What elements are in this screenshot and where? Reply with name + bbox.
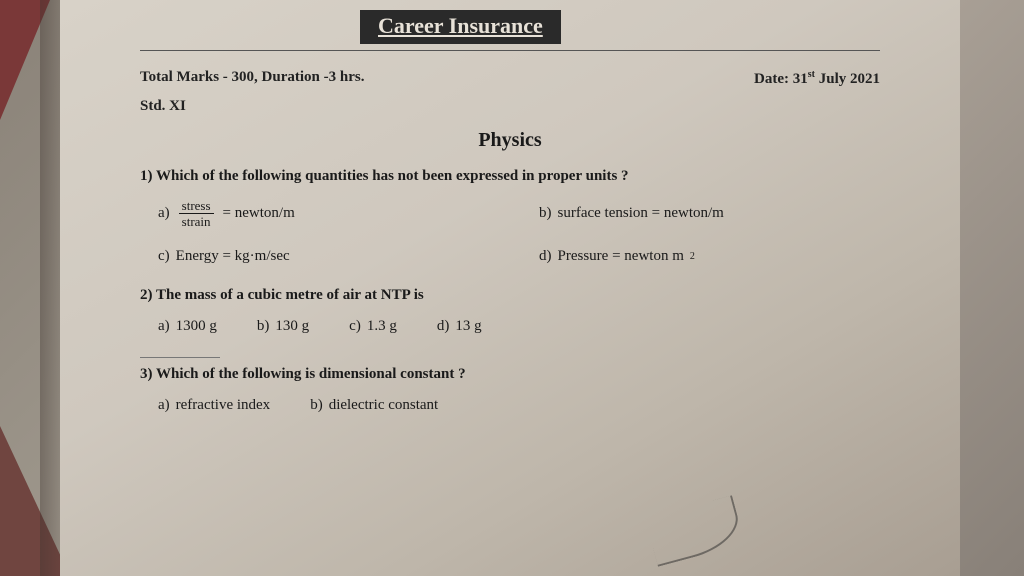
option: a) refractive index xyxy=(158,397,270,414)
option-text: 13 g xyxy=(455,318,481,335)
option-text: dielectric constant xyxy=(329,397,439,414)
exam-date: Date: 31st July 2021 xyxy=(754,69,880,88)
option-label: a) xyxy=(158,205,170,222)
option-text: 1300 g xyxy=(176,318,217,335)
option: d) Pressure = newton m 2 xyxy=(539,248,880,265)
option: b) dielectric constant xyxy=(310,397,438,414)
option: c) 1.3 g xyxy=(349,318,397,335)
option-label: b) xyxy=(257,318,270,335)
options-wrap: a) stressstrain = newton/m b) surface tensio… xyxy=(140,199,880,265)
option-label: d) xyxy=(539,248,552,265)
option: c) Energy = kg·m/sec xyxy=(158,248,499,265)
option: a) stressstrain = newton/m xyxy=(158,199,499,228)
standard: Std. XI xyxy=(140,98,880,115)
question-text: 1) Which of the following quantities has… xyxy=(140,168,880,185)
exam-paper: Career Insurance Total Marks - 300, Dura… xyxy=(60,0,960,576)
option-text: Pressure = newton m xyxy=(558,248,684,265)
option-text: surface tension = newton/m xyxy=(558,205,724,222)
fraction: stressstrain xyxy=(179,199,214,228)
questions-container: 1) Which of the following quantities has… xyxy=(140,168,880,414)
option: a) 1300 g xyxy=(158,318,217,335)
option-text: 130 g xyxy=(275,318,309,335)
option-label: c) xyxy=(349,318,361,335)
question-text: 3) Which of the following is dimensional… xyxy=(140,366,880,383)
header-divider xyxy=(140,50,880,51)
option-label: a) xyxy=(158,318,170,335)
question: 2) The mass of a cubic metre of air at N… xyxy=(140,287,880,335)
meta-row: Total Marks - 300, Duration -3 hrs. Date… xyxy=(140,69,880,88)
subject-title: Physics xyxy=(140,129,880,152)
question: 3) Which of the following is dimensional… xyxy=(140,357,880,414)
section-divider xyxy=(140,357,220,358)
options-wrap: a) refractive index b) dielectric constant xyxy=(140,397,880,414)
option-text: = newton/m xyxy=(223,205,295,222)
option-text: refractive index xyxy=(176,397,271,414)
option-label: d) xyxy=(437,318,450,335)
marks-duration: Total Marks - 300, Duration -3 hrs. xyxy=(140,69,364,88)
question: 1) Which of the following quantities has… xyxy=(140,168,880,265)
option-label: c) xyxy=(158,248,170,265)
option-label: b) xyxy=(310,397,323,414)
pencil-mark xyxy=(645,495,745,567)
option: d) 13 g xyxy=(437,318,482,335)
institute-banner: Career Insurance xyxy=(360,10,561,44)
option-label: a) xyxy=(158,397,170,414)
option-text: 1.3 g xyxy=(367,318,397,335)
question-text: 2) The mass of a cubic metre of air at N… xyxy=(140,287,880,304)
option: b) 130 g xyxy=(257,318,309,335)
option-label: b) xyxy=(539,205,552,222)
superscript: 2 xyxy=(690,251,695,262)
option: b) surface tension = newton/m xyxy=(539,199,880,228)
option-text: Energy = kg·m/sec xyxy=(176,248,290,265)
options-wrap: a) 1300 g b) 130 g c) 1.3 g d) 13 g xyxy=(140,318,880,335)
